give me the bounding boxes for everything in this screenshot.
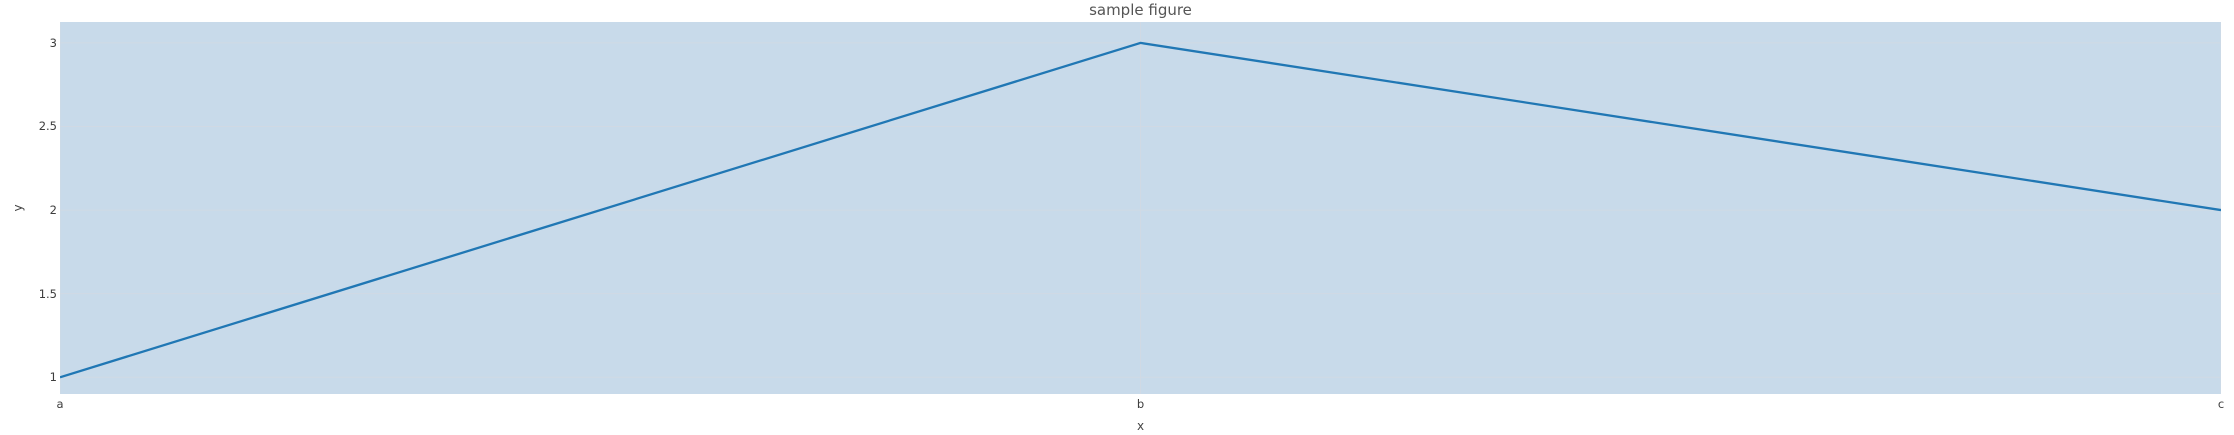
y-tick-label: 3 xyxy=(49,35,57,50)
chart-title: sample figure xyxy=(1089,1,1192,19)
y-axis-title: y xyxy=(11,204,25,212)
y-axis-tick-labels: 1 1.5 2 2.5 3 xyxy=(0,0,57,435)
x-axis-title: x xyxy=(1136,419,1145,433)
y-tick-label: 1 xyxy=(49,370,57,385)
y-tick-label: 2 xyxy=(49,203,57,218)
y-tick-label: 2.5 xyxy=(38,119,57,134)
plot-area xyxy=(60,22,2221,394)
y-tick-label: 1.5 xyxy=(38,286,57,301)
x-tick-label: a xyxy=(56,397,64,411)
plot-canvas xyxy=(60,22,2221,394)
x-tick-label: c xyxy=(2217,397,2225,411)
x-tick-label: b xyxy=(1136,397,1145,411)
